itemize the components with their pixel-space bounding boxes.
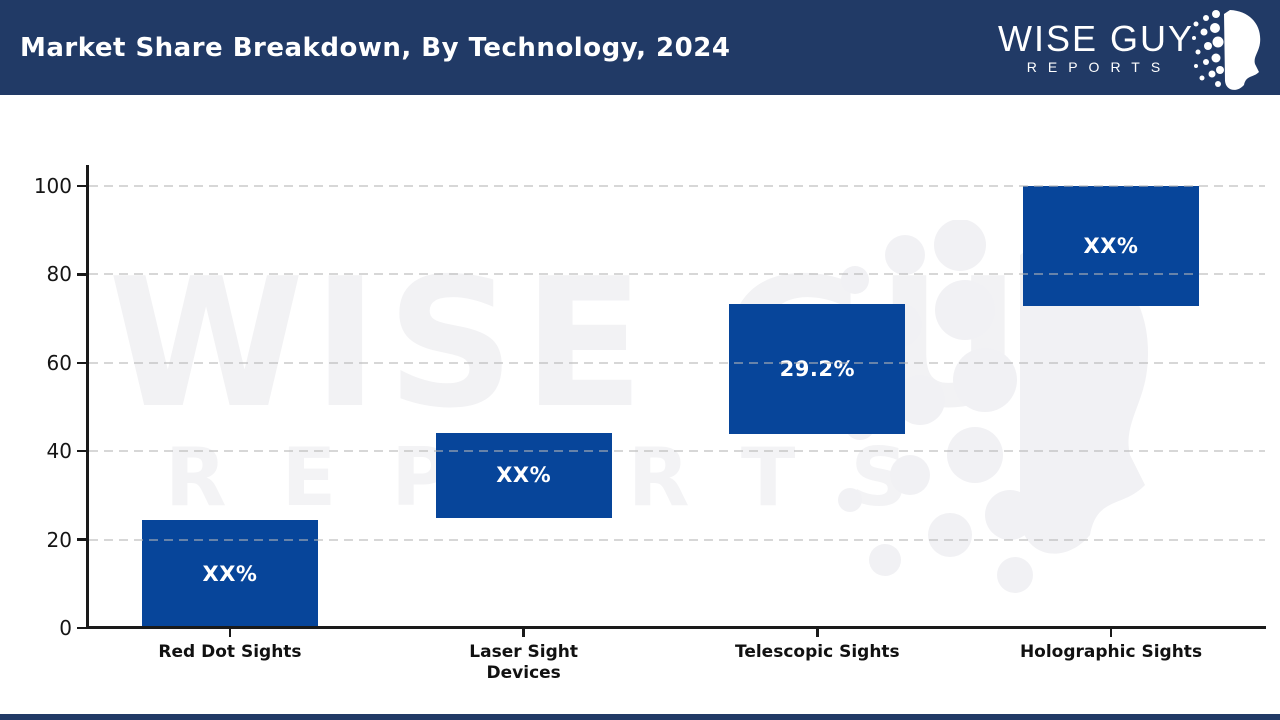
y-tick-label-20: 20 <box>46 527 72 552</box>
gridline-80 <box>89 273 1265 276</box>
chart-title: Market Share Breakdown, By Technology, 2… <box>20 32 731 63</box>
x-category-label: Laser Sight Devices <box>469 642 579 684</box>
y-tick-60 <box>77 361 86 365</box>
x-tick-2 <box>816 629 819 637</box>
bar-value-label: XX% <box>496 463 552 488</box>
y-tick-label-60: 60 <box>46 350 72 375</box>
gridline-40 <box>89 450 1265 453</box>
bar-red-dot-sights: XX% <box>142 520 318 628</box>
wise-guy-reports-logo: WISE GUY REPORTS <box>998 4 1280 92</box>
bar-holographic-sights: XX% <box>1023 186 1199 306</box>
x-tick-1 <box>522 629 525 637</box>
logo-subtitle: REPORTS <box>1026 58 1172 75</box>
bar-value-label: 29.2% <box>779 356 855 381</box>
gridline-60 <box>89 361 1265 364</box>
x-tick-3 <box>1109 629 1113 637</box>
gridline-100 <box>89 185 1265 187</box>
y-tick-label-100: 100 <box>33 174 72 198</box>
logo-text: WISE GUY REPORTS <box>997 17 1194 75</box>
bar-telescopic-sights: 29.2% <box>729 304 906 434</box>
y-tick-40 <box>77 449 86 453</box>
logo-face-icon <box>1192 9 1261 90</box>
y-tick-80 <box>77 273 86 276</box>
header: Market Share Breakdown, By Technology, 2… <box>0 0 1280 95</box>
bar-value-label: XX% <box>1083 233 1139 258</box>
y-axis-line <box>86 165 89 628</box>
bar-laser-sight-devices: XX% <box>435 432 612 519</box>
x-category-label: Red Dot Sights <box>158 642 302 662</box>
bar-value-label: XX% <box>202 562 258 587</box>
x-category-label: Holographic Sights <box>1019 642 1203 662</box>
footer-bar <box>0 714 1280 720</box>
y-tick-100 <box>77 184 86 188</box>
y-tick-0 <box>77 626 86 630</box>
logo-wordmark: WISE GUY <box>997 17 1194 59</box>
x-tick-0 <box>228 629 232 637</box>
y-tick-label-0: 0 <box>59 616 72 640</box>
x-category-label: Telescopic Sights <box>734 642 900 662</box>
y-tick-20 <box>77 538 86 541</box>
y-tick-label-40: 40 <box>46 439 72 464</box>
gridline-20 <box>89 538 1265 541</box>
x-axis-line <box>86 626 1266 629</box>
y-tick-label-80: 80 <box>46 262 72 287</box>
